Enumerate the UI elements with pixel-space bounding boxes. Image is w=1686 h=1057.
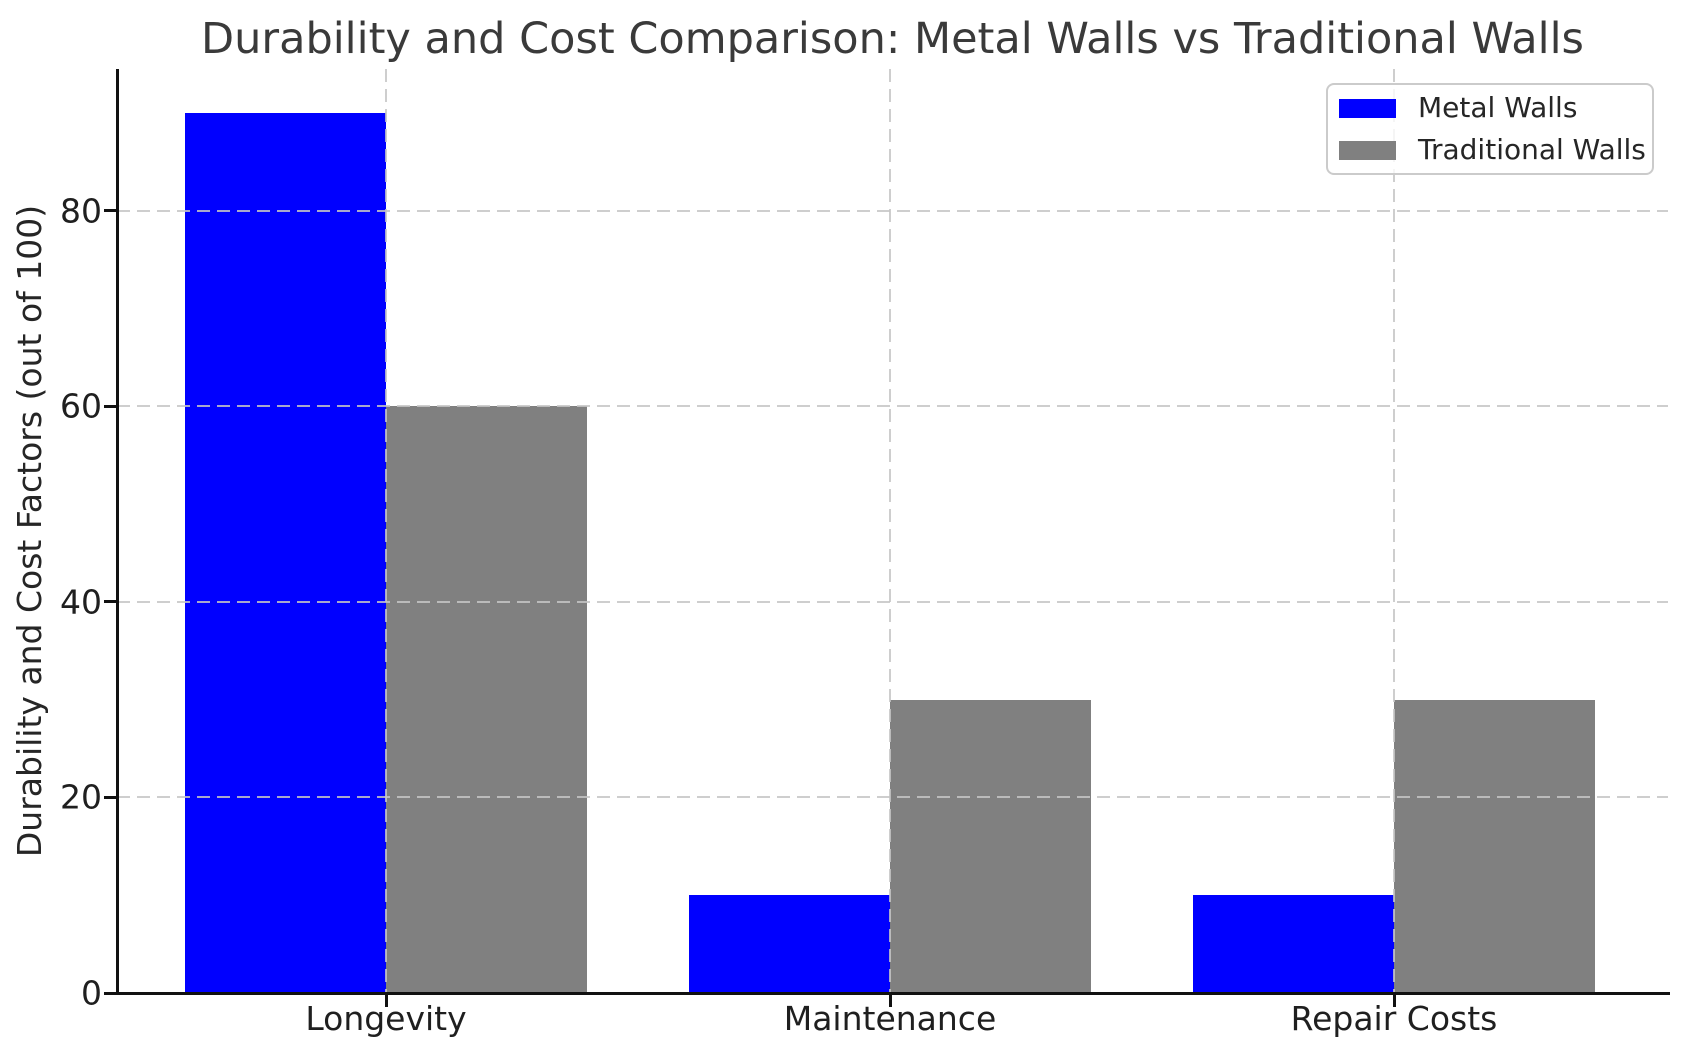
bar-traditional-walls-0 bbox=[386, 406, 587, 993]
y-tick-label: 0 bbox=[81, 973, 102, 1013]
gridline-horizontal bbox=[117, 405, 1668, 408]
legend-item: Metal Walls bbox=[1339, 92, 1652, 124]
gridline-vertical bbox=[385, 69, 387, 993]
legend-swatch-metal-walls bbox=[1339, 98, 1396, 118]
y-axis-spine bbox=[115, 69, 119, 995]
legend-swatch-traditional-walls bbox=[1339, 140, 1396, 160]
y-tick-mark bbox=[103, 404, 116, 408]
plot-area bbox=[103, 69, 1670, 1007]
x-axis-spine bbox=[115, 991, 1670, 995]
bar-metal-walls-2 bbox=[1193, 895, 1394, 993]
y-tick-label: 40 bbox=[60, 582, 102, 622]
legend-label: Metal Walls bbox=[1418, 91, 1578, 124]
y-tick-label: 80 bbox=[60, 191, 102, 231]
gridline-horizontal bbox=[117, 796, 1668, 799]
y-tick-label: 60 bbox=[60, 386, 102, 426]
y-tick-mark bbox=[103, 795, 116, 799]
bar-traditional-walls-2 bbox=[1394, 699, 1595, 993]
gridline-horizontal bbox=[117, 600, 1668, 603]
y-tick-mark bbox=[103, 209, 116, 213]
gridline-vertical bbox=[1393, 69, 1395, 993]
x-tick-mark bbox=[384, 994, 388, 1007]
legend-item: Traditional Walls bbox=[1339, 134, 1652, 166]
gridline-vertical bbox=[889, 69, 891, 993]
bar-traditional-walls-1 bbox=[890, 699, 1091, 993]
y-tick-mark bbox=[103, 600, 116, 604]
y-tick-label: 20 bbox=[60, 777, 102, 817]
x-tick-mark bbox=[1392, 994, 1396, 1007]
legend-label: Traditional Walls bbox=[1418, 133, 1646, 166]
y-tick-mark bbox=[103, 991, 116, 995]
legend: Metal Walls Traditional Walls bbox=[1326, 83, 1654, 175]
x-tick-mark bbox=[888, 994, 892, 1007]
gridline-horizontal bbox=[117, 209, 1668, 212]
bar-metal-walls-0 bbox=[185, 113, 386, 993]
chart-title: Durability and Cost Comparison: Metal Wa… bbox=[201, 14, 1584, 64]
bar-metal-walls-1 bbox=[689, 895, 890, 993]
